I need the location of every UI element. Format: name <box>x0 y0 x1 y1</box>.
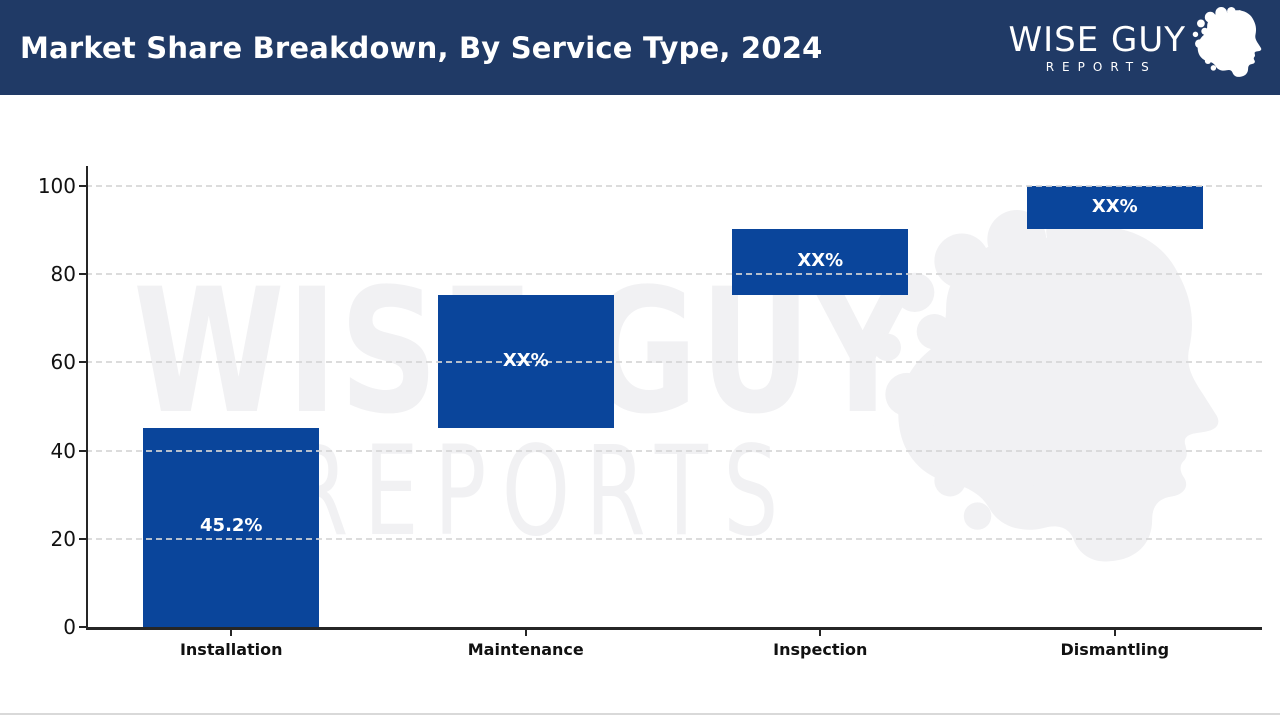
x-tick-mark <box>230 629 233 636</box>
chart-title: Market Share Breakdown, By Service Type,… <box>20 30 823 65</box>
bar-installation <box>143 427 320 627</box>
y-tick-mark <box>79 361 86 364</box>
brand-head-icon <box>1190 7 1268 89</box>
y-tick-mark <box>79 273 86 276</box>
y-tick-label: 80 <box>50 262 76 287</box>
bar-value-label: 45.2% <box>200 515 263 537</box>
gridline-80 <box>86 273 1262 276</box>
gridline-60 <box>86 361 1262 364</box>
x-axis-spine <box>86 627 1262 630</box>
gridline-20 <box>86 537 1262 540</box>
x-tick-mark <box>819 629 822 636</box>
x-category-label: Inspection <box>773 640 868 659</box>
y-tick-label: 0 <box>63 615 76 639</box>
bar-value-label: XX% <box>1091 195 1138 217</box>
y-tick-label: 40 <box>50 438 76 463</box>
y-tick-label: 20 <box>50 526 76 551</box>
y-tick-mark <box>79 449 86 452</box>
x-category-label: Maintenance <box>467 640 584 659</box>
gridline-40 <box>86 449 1262 452</box>
y-tick-label: 100 <box>37 174 76 198</box>
y-tick-label: 60 <box>50 350 76 375</box>
x-category-label: Installation <box>179 640 283 659</box>
y-tick-mark <box>79 626 86 628</box>
x-category-label: Dismantling <box>1060 640 1170 659</box>
y-tick-mark <box>79 537 86 540</box>
bar-value-label: XX% <box>502 349 549 371</box>
bottom-hairline <box>0 713 1280 715</box>
y-tick-mark <box>79 185 86 187</box>
brand-name-text: WISE GUY <box>1008 20 1186 60</box>
bar-value-label: XX% <box>797 250 844 272</box>
gridline-100 <box>86 185 1262 187</box>
brand-wordmark: WISE GUY REPORTS <box>1008 22 1186 74</box>
watermark-head-icon <box>856 210 1256 622</box>
brand-logo: WISE GUY REPORTS <box>1008 6 1268 90</box>
brand-reports-text: REPORTS <box>1045 60 1157 74</box>
header-bar: Market Share Breakdown, By Service Type,… <box>0 0 1280 95</box>
x-tick-mark <box>524 629 527 636</box>
x-tick-mark <box>1113 629 1116 636</box>
bar-inspection <box>732 229 909 296</box>
y-axis-spine <box>86 166 88 629</box>
bar-dismantling <box>1026 186 1203 230</box>
